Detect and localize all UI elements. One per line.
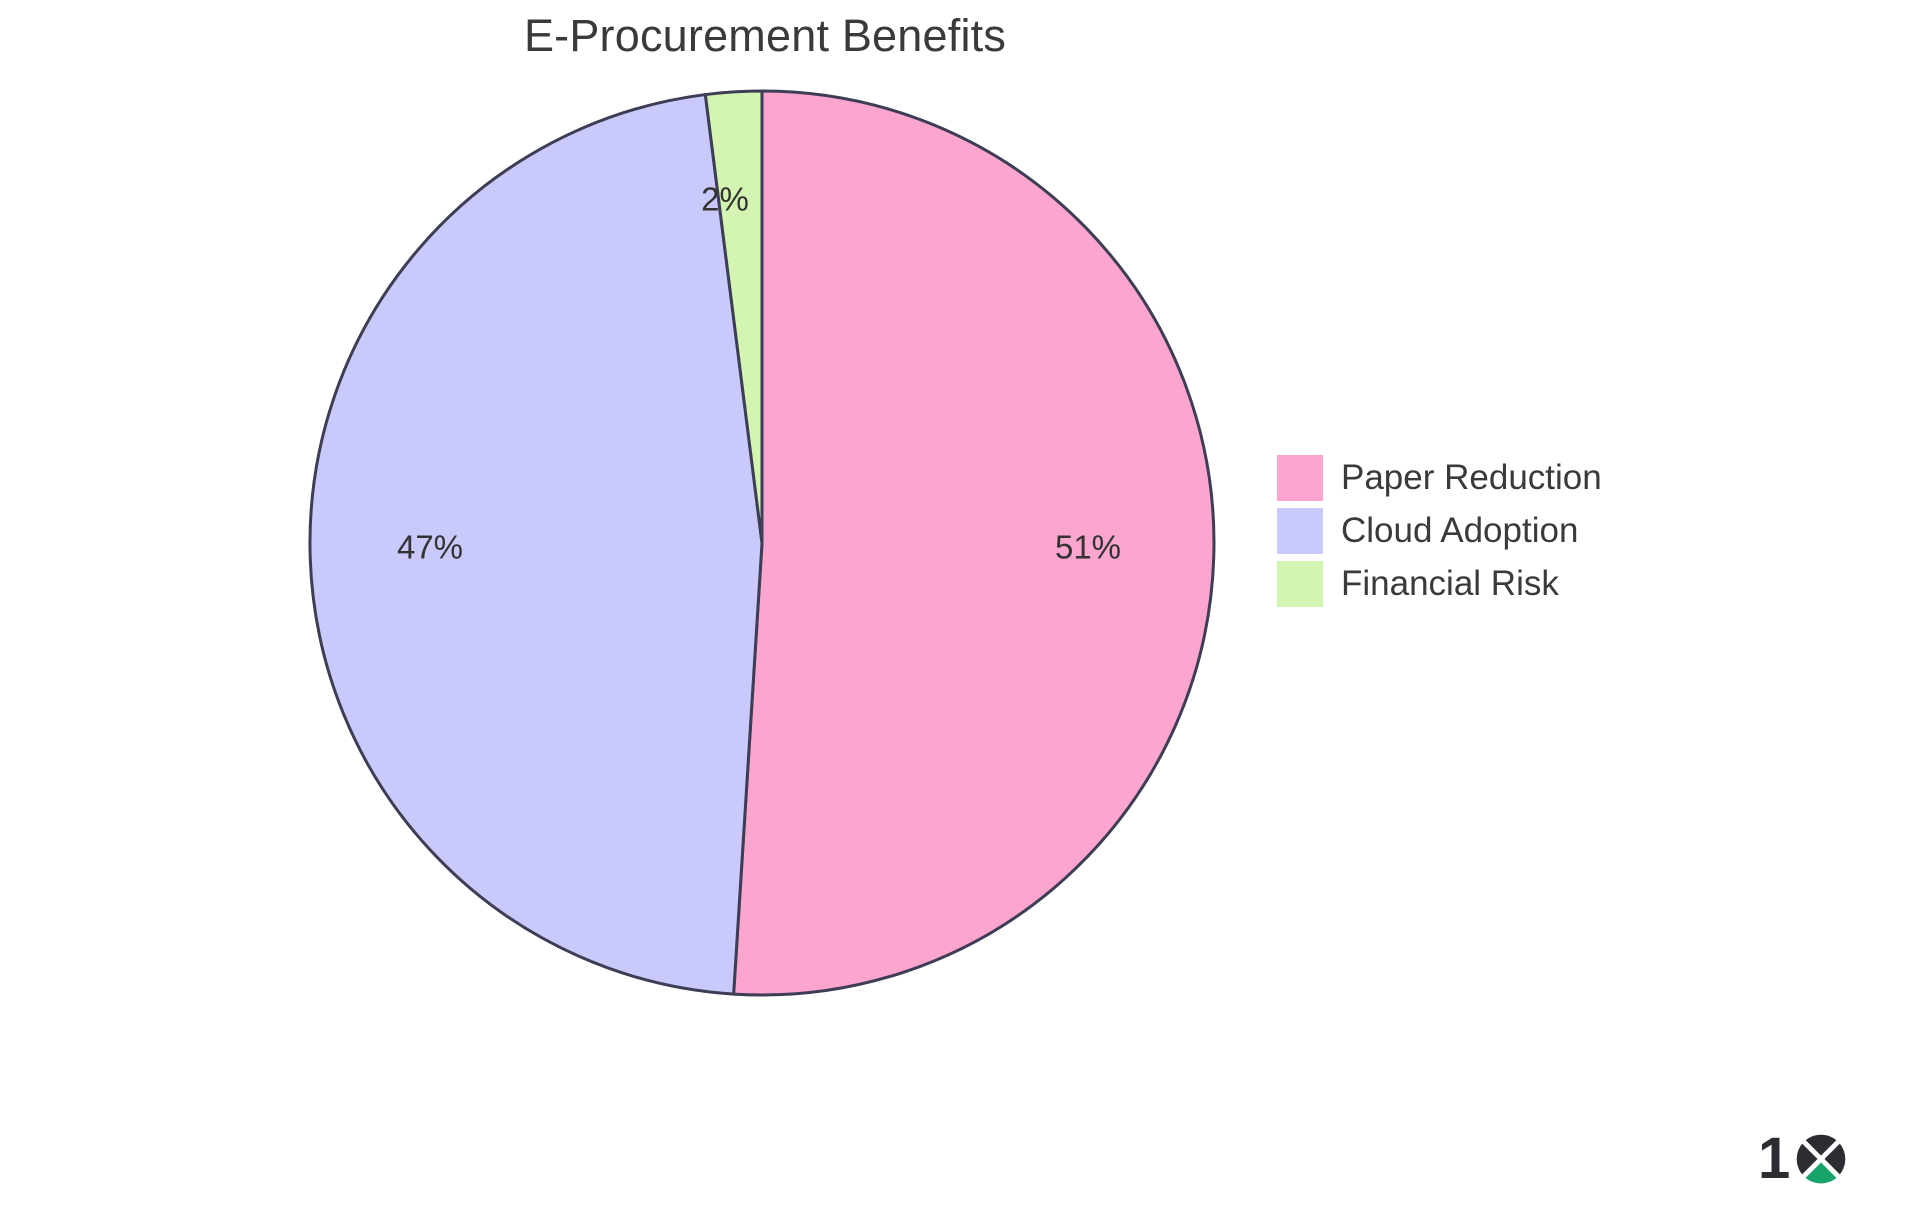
legend-item-label: Financial Risk (1341, 564, 1559, 603)
legend-swatch-icon (1277, 561, 1323, 607)
logo-digit: 1 (1758, 1126, 1791, 1191)
chart-legend: Paper Reduction Cloud Adoption Financial… (1277, 455, 1602, 607)
legend-swatch-icon (1277, 508, 1323, 554)
pie-slice-cloud-adoption[interactable] (308, 93, 764, 996)
pie-label-cloud-adoption: 47% (397, 529, 463, 566)
legend-item-paper-reduction[interactable]: Paper Reduction (1277, 455, 1602, 501)
legend-item-financial-risk[interactable]: Financial Risk (1277, 561, 1602, 607)
x-circle-icon (1796, 1134, 1846, 1184)
legend-item-label: Paper Reduction (1341, 458, 1602, 497)
pie-label-financial-risk: 2% (701, 181, 749, 218)
brand-logo: 1 (1758, 1130, 1850, 1188)
pie-label-paper-reduction: 51% (1055, 529, 1121, 566)
chart-title: E-Procurement Benefits (523, 10, 1007, 61)
legend-item-label: Cloud Adoption (1341, 511, 1579, 550)
pie-slice-paper-reduction[interactable] (732, 89, 1216, 997)
legend-swatch-icon (1277, 455, 1323, 501)
legend-item-cloud-adoption[interactable]: Cloud Adoption (1277, 508, 1602, 554)
pie-slice-financial-risk[interactable] (703, 89, 764, 545)
